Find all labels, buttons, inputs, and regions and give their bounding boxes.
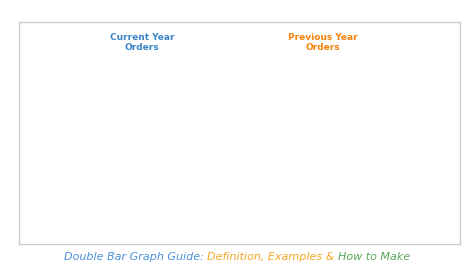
Bar: [91, 185, 281, 205]
Text: 12k: 12k: [285, 136, 304, 146]
Bar: [176, 104, 281, 124]
Text: 8k: 8k: [285, 218, 298, 227]
Bar: [281, 212, 365, 232]
Text: 14k: 14k: [258, 136, 277, 146]
Bar: [281, 104, 397, 124]
Text: 9k: 9k: [264, 218, 277, 227]
Text: 10k: 10k: [259, 109, 277, 118]
Bar: [123, 77, 281, 96]
Text: 18k: 18k: [258, 191, 277, 200]
Text: 12k: 12k: [285, 82, 304, 91]
Bar: [281, 158, 418, 178]
Text: 13k: 13k: [285, 163, 304, 173]
Bar: [186, 212, 281, 232]
Text: Definition, Examples &: Definition, Examples &: [207, 253, 338, 262]
Text: 15k: 15k: [258, 82, 277, 91]
Text: How to Make: How to Make: [338, 253, 410, 262]
Text: Double Bar Graph Guide:: Double Bar Graph Guide:: [64, 253, 207, 262]
Bar: [113, 158, 281, 178]
Bar: [281, 185, 439, 205]
Text: 11k: 11k: [285, 109, 304, 118]
Bar: [134, 131, 281, 151]
Text: 15k: 15k: [285, 191, 304, 200]
Bar: [281, 131, 408, 151]
Text: Previous Year
Orders: Previous Year Orders: [288, 33, 357, 52]
Text: 16k: 16k: [258, 163, 277, 173]
Bar: [281, 77, 408, 96]
Text: Current Year
Orders: Current Year Orders: [110, 33, 174, 52]
